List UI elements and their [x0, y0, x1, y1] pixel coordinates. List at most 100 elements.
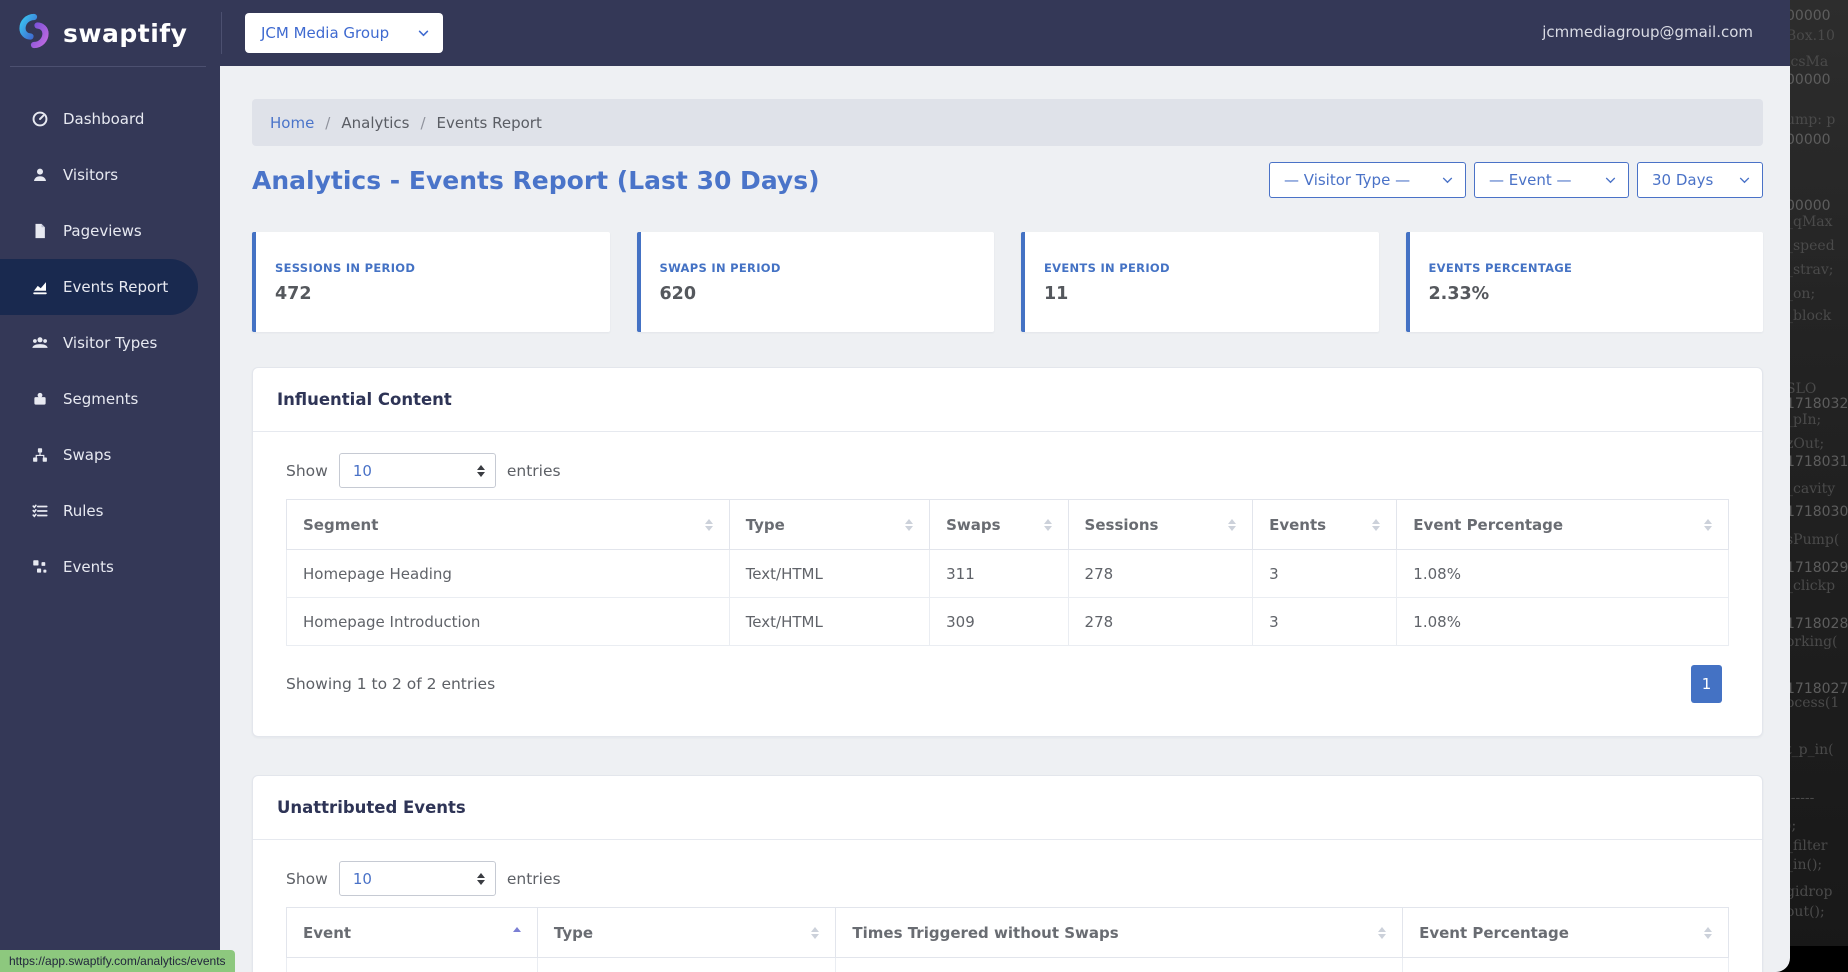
column-header-segment[interactable]: Segment	[286, 499, 730, 550]
cell-sessions: 278	[1067, 597, 1254, 646]
sidebar-item-swaps[interactable]: Swaps	[0, 427, 220, 483]
sidebar-item-events[interactable]: Events	[0, 539, 220, 595]
sort-icon	[811, 926, 820, 939]
cell-event-percentage: 1.08%	[1396, 549, 1729, 598]
status-url: https://app.swaptify.com/analytics/event…	[9, 954, 226, 968]
column-header-event[interactable]: Event	[286, 907, 538, 958]
select-updown-icon	[476, 464, 485, 477]
table-footer: Showing 1 to 2 of 2 entries 1	[286, 665, 1729, 736]
visitor-type-select-value: — Visitor Type —	[1284, 171, 1411, 189]
stat-card-events-percentage: EVENTS PERCENTAGE 2.33%	[1405, 232, 1763, 332]
panel-body: Show 10 entries Event Type Times Trigger…	[253, 840, 1762, 972]
sitemap-icon	[30, 446, 49, 465]
breadcrumb-current: Events Report	[436, 113, 542, 132]
column-header-type[interactable]: Type	[536, 907, 837, 958]
user-email[interactable]: jcmmediagroup@gmail.com	[1542, 23, 1753, 41]
cell-type	[536, 957, 837, 972]
breadcrumb-separator: /	[325, 113, 331, 132]
select-updown-icon	[476, 872, 485, 885]
influential-content-panel: Influential Content Show 10 entries Segm…	[252, 367, 1763, 737]
page-title: Analytics - Events Report (Last 30 Days)	[252, 165, 820, 195]
rules-icon	[30, 502, 49, 521]
workspace-selector[interactable]: JCM Media Group	[245, 13, 443, 53]
event-select-value: — Event —	[1489, 171, 1572, 189]
users-icon	[30, 334, 49, 353]
column-header-event-percentage[interactable]: Event Percentage	[1402, 907, 1729, 958]
period-select[interactable]: 30 Days	[1637, 162, 1763, 198]
cell-segment: Homepage Heading	[286, 549, 730, 598]
sort-icon	[1704, 926, 1712, 939]
cell-event-percentage: 1.08%	[1396, 597, 1729, 646]
breadcrumb-analytics: Analytics	[341, 113, 410, 132]
sort-icon	[1378, 926, 1387, 939]
cell-type: Text/HTML	[728, 597, 931, 646]
column-label: Type	[553, 923, 594, 942]
sidebar-item-label: Visitors	[63, 166, 119, 184]
sidebar-item-rules[interactable]: Rules	[0, 483, 220, 539]
entries-label: entries	[506, 869, 561, 888]
sort-icon	[704, 518, 713, 531]
cell-times-triggered	[835, 957, 1404, 972]
table-row: Homepage Heading Text/HTML 311 278 3 1.0…	[286, 549, 1729, 598]
sidebar-item-label: Events	[63, 558, 114, 576]
column-header-type[interactable]: Type	[728, 499, 931, 550]
sidebar-item-segments[interactable]: Segments	[0, 371, 220, 427]
column-label: Segment	[303, 515, 379, 534]
column-label: Event Percentage	[1419, 923, 1569, 942]
events-icon	[30, 558, 49, 577]
column-header-events[interactable]: Events	[1252, 499, 1398, 550]
panel-title: Influential Content	[277, 390, 452, 409]
column-header-swaps[interactable]: Swaps	[929, 499, 1069, 550]
unattributed-events-table: Event Type Times Triggered without Swaps…	[286, 907, 1729, 972]
column-label: Type	[745, 515, 785, 534]
column-label: Event	[303, 923, 352, 942]
column-header-event-percentage[interactable]: Event Percentage	[1396, 499, 1729, 550]
visitor-type-select[interactable]: — Visitor Type —	[1269, 162, 1466, 198]
cell-swaps: 311	[929, 549, 1069, 598]
stat-label: EVENTS IN PERIOD	[1044, 261, 1170, 275]
column-header-times-triggered[interactable]: Times Triggered without Swaps	[835, 907, 1404, 958]
sidebar-item-label: Visitor Types	[63, 334, 158, 352]
segment-icon	[30, 390, 49, 409]
column-header-sessions[interactable]: Sessions	[1067, 499, 1254, 550]
panel-body: Show 10 entries Segment Type Swaps	[253, 432, 1762, 736]
page-size-select[interactable]: 10	[338, 453, 496, 488]
pagination-page-1-button[interactable]: 1	[1691, 665, 1722, 703]
brand-logo[interactable]: swaptify	[14, 8, 187, 58]
cell-sessions: 278	[1067, 549, 1254, 598]
period-select-value: 30 Days	[1652, 171, 1714, 189]
sidebar-item-label: Segments	[63, 390, 139, 408]
breadcrumb: Home / Analytics / Events Report	[252, 99, 1763, 146]
influential-content-table: Segment Type Swaps Sessions Events Event…	[286, 499, 1729, 646]
cell-events: 3	[1252, 549, 1398, 598]
stat-card-events: EVENTS IN PERIOD 11	[1021, 232, 1379, 332]
sidebar-item-label: Dashboard	[63, 110, 145, 128]
stat-label: SWAPS IN PERIOD	[659, 261, 781, 275]
chevron-down-icon	[1442, 177, 1453, 183]
cell-segment: Homepage Introduction	[286, 597, 730, 646]
page-size-value: 10	[352, 869, 372, 888]
table-header-row: Event Type Times Triggered without Swaps…	[286, 907, 1729, 958]
stat-label: SESSIONS IN PERIOD	[275, 261, 416, 275]
column-label: Events	[1269, 515, 1327, 534]
show-entries-row: Show 10 entries	[286, 861, 1729, 896]
event-select[interactable]: — Event —	[1474, 162, 1629, 198]
sidebar-item-pageviews[interactable]: Pageviews	[0, 203, 220, 259]
table-row	[286, 957, 1729, 972]
stat-card-sessions: SESSIONS IN PERIOD 472	[252, 232, 610, 332]
sidebar-item-dashboard[interactable]: Dashboard	[0, 91, 220, 147]
sidebar: Dashboard Visitors Pageviews Events Repo…	[0, 66, 220, 972]
cell-event-percentage	[1402, 957, 1729, 972]
show-entries-row: Show 10 entries	[286, 453, 1729, 488]
breadcrumb-home-link[interactable]: Home	[270, 113, 315, 132]
sort-icon	[905, 518, 914, 531]
page-size-select[interactable]: 10	[338, 861, 496, 896]
swaptify-swirl-icon	[14, 11, 54, 55]
column-label: Sessions	[1084, 515, 1159, 534]
column-label: Times Triggered without Swaps	[852, 923, 1119, 942]
topbar: swaptify JCM Media Group jcmmediagroup@g…	[0, 0, 1790, 66]
page-size-value: 10	[352, 461, 372, 480]
sidebar-item-events-report[interactable]: Events Report	[0, 259, 198, 315]
sidebar-item-visitor-types[interactable]: Visitor Types	[0, 315, 220, 371]
sidebar-item-visitors[interactable]: Visitors	[0, 147, 220, 203]
